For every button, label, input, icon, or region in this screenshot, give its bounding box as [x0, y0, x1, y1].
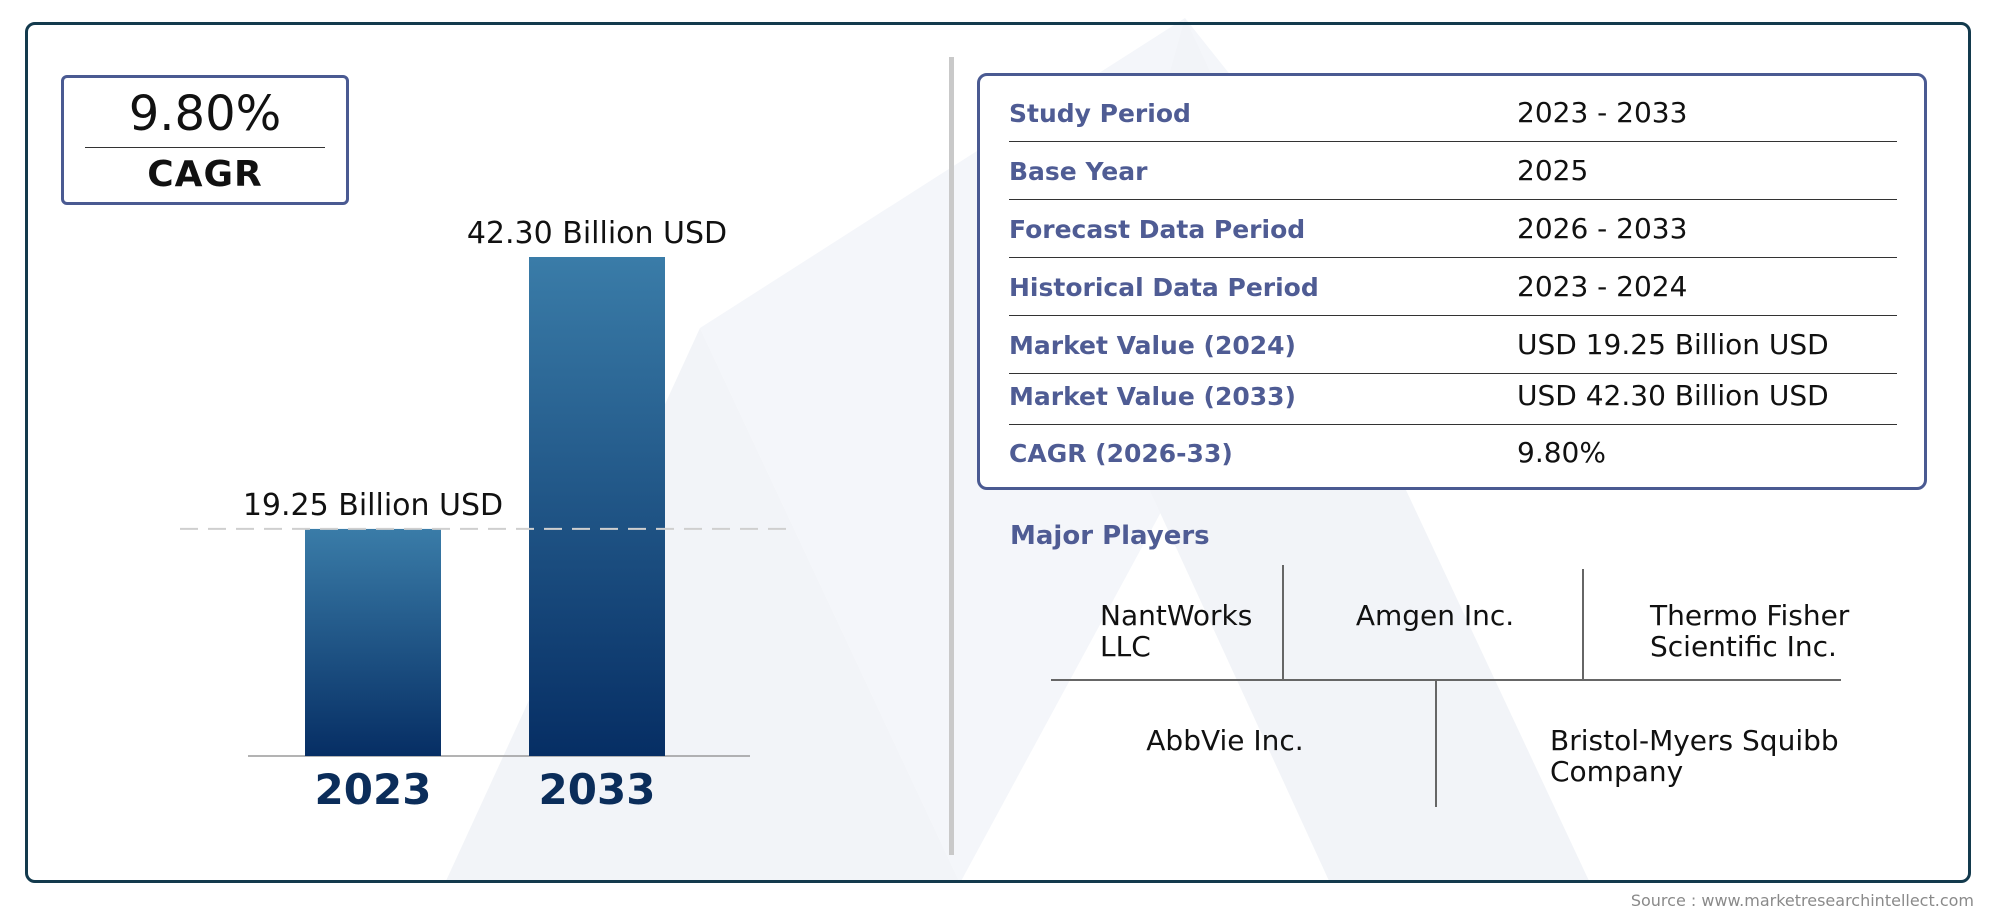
info-value: USD 42.30 Billion USD — [1517, 379, 1829, 412]
bar-value-label: 42.30 Billion USD — [467, 216, 727, 251]
cagr-value: 9.80% — [128, 86, 282, 142]
bar-2033 — [529, 257, 665, 756]
info-label: Base Year — [1009, 157, 1148, 186]
major-players-title: Major Players — [1010, 521, 1210, 551]
players-divider-h — [1051, 679, 1841, 681]
info-label: CAGR (2026-33) — [1009, 439, 1233, 468]
x-tick-label: 2023 — [315, 765, 432, 814]
cagr-label: CAGR — [147, 154, 263, 195]
info-row-market-value-2033: Market Value (2033) USD 42.30 Billion US… — [1009, 373, 1897, 425]
players-divider-v2 — [1582, 569, 1584, 679]
info-row-forecast-period: Forecast Data Period 2026 - 2033 — [1009, 199, 1897, 258]
player-amgen: Amgen Inc. — [1355, 599, 1515, 632]
info-label: Study Period — [1009, 99, 1191, 128]
cagr-divider — [85, 147, 325, 148]
info-row-cagr: CAGR (2026-33) 9.80% — [1009, 424, 1897, 481]
info-value: 2026 - 2033 — [1517, 212, 1688, 245]
players-divider-v1 — [1282, 565, 1284, 679]
info-value: 2023 - 2033 — [1517, 96, 1688, 129]
x-tick-label: 2033 — [539, 765, 656, 814]
info-value: 9.80% — [1517, 436, 1606, 469]
cagr-box: 9.80% CAGR — [61, 75, 349, 205]
player-nantworks: NantWorks LLC — [1100, 599, 1253, 663]
info-row-market-value-2024: Market Value (2024) USD 19.25 Billion US… — [1009, 315, 1897, 374]
player-abbvie: AbbVie Inc. — [1146, 724, 1304, 757]
info-value: USD 19.25 Billion USD — [1517, 328, 1829, 361]
card-frame — [25, 22, 1971, 883]
info-label: Market Value (2033) — [1009, 382, 1296, 411]
player-bristol-myers: Bristol-Myers Squibb Company — [1550, 724, 1839, 788]
bar-value-label: 19.25 Billion USD — [243, 488, 503, 523]
info-label: Historical Data Period — [1009, 273, 1319, 302]
info-label: Forecast Data Period — [1009, 215, 1306, 244]
bar-chart: 19.25 Billion USD 2023 42.30 Billion USD 20… — [180, 216, 790, 814]
player-thermo-fisher: Thermo Fisher Scientific Inc. — [1650, 599, 1850, 663]
info-row-historical-period: Historical Data Period 2023 - 2024 — [1009, 257, 1897, 316]
info-row-base-year: Base Year 2025 — [1009, 141, 1897, 200]
info-value: 2025 — [1517, 154, 1589, 187]
players-divider-v3 — [1435, 681, 1437, 807]
source-credit: Source : www.marketresearchintellect.com — [1630, 891, 1974, 910]
info-value: 2023 - 2024 — [1517, 270, 1688, 303]
info-label: Market Value (2024) — [1009, 331, 1296, 360]
market-info-table: Study Period 2023 - 2033 Base Year 2025 … — [977, 73, 1927, 490]
vertical-separator — [949, 57, 954, 855]
info-row-study-period: Study Period 2023 - 2033 — [1009, 76, 1897, 142]
bar-2023 — [305, 528, 441, 756]
